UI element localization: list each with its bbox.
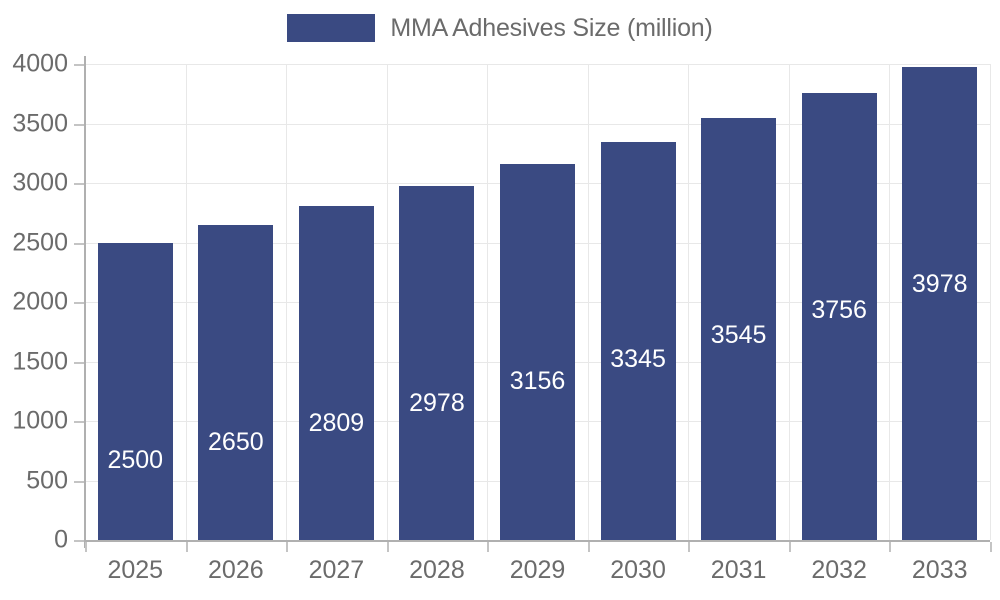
y-tick-label: 500 bbox=[26, 466, 68, 494]
x-tick-mark bbox=[286, 542, 289, 552]
bar-2027[interactable] bbox=[298, 205, 374, 540]
legend-label: MMA Adhesives Size (million) bbox=[390, 13, 713, 42]
bar-value-label: 3978 bbox=[911, 269, 968, 298]
bar-2029[interactable] bbox=[500, 164, 575, 540]
x-tick-mark bbox=[788, 542, 791, 552]
y-tick-mark bbox=[74, 361, 84, 364]
y-tick-mark bbox=[74, 183, 84, 185]
y-tick-mark bbox=[74, 64, 84, 66]
x-axis-baseline bbox=[85, 540, 990, 542]
gridline-vertical bbox=[788, 64, 790, 540]
x-tick-mark bbox=[688, 542, 691, 552]
bar-2025[interactable] bbox=[97, 242, 173, 540]
x-tick-label-2032: 2032 bbox=[811, 556, 867, 584]
x-tick-mark bbox=[85, 542, 87, 552]
bar-2028[interactable] bbox=[399, 185, 475, 540]
gridline-horizontal bbox=[85, 123, 990, 125]
bar-value-label: 3545 bbox=[710, 321, 767, 350]
x-tick-mark bbox=[990, 542, 992, 552]
gridline-vertical bbox=[286, 64, 288, 540]
y-tick-label: 0 bbox=[54, 525, 68, 554]
gridline-vertical bbox=[487, 64, 489, 540]
x-tick-label-2031: 2031 bbox=[710, 556, 767, 584]
y-tick-mark bbox=[74, 540, 84, 542]
y-tick-label: 1000 bbox=[12, 406, 68, 435]
gridline-vertical bbox=[185, 64, 187, 540]
y-tick-label: 4000 bbox=[12, 49, 68, 78]
x-tick-mark bbox=[587, 542, 590, 552]
y-tick-mark bbox=[74, 123, 84, 126]
y-tick-mark bbox=[74, 302, 84, 304]
y-tick-label: 3000 bbox=[12, 168, 68, 197]
bar-2030[interactable] bbox=[600, 141, 676, 540]
y-axis-spine bbox=[84, 56, 86, 548]
x-tick-label-2030: 2030 bbox=[610, 556, 666, 584]
x-tick-label-2033: 2033 bbox=[911, 556, 968, 584]
bar-2031[interactable] bbox=[701, 118, 777, 540]
x-tick-mark bbox=[889, 542, 892, 552]
x-tick-label-2027: 2027 bbox=[308, 556, 365, 584]
y-tick-label: 1500 bbox=[12, 347, 68, 375]
bar-2026[interactable] bbox=[198, 224, 274, 540]
x-tick-label-2026: 2026 bbox=[208, 556, 264, 584]
gridline-vertical bbox=[587, 64, 589, 540]
x-tick-mark bbox=[487, 542, 490, 552]
bar-value-label: 2978 bbox=[409, 388, 465, 417]
x-tick-mark bbox=[185, 542, 188, 552]
plot-area: 2500 2650 2809 2978 3156 3345 3545 3756 3978 bbox=[85, 64, 991, 541]
y-axis: 0 500 1000 1500 2000 2500 3000 3500 4000 bbox=[0, 0, 68, 600]
bar-value-label: 2650 bbox=[208, 427, 264, 456]
bar-2033[interactable] bbox=[902, 66, 978, 540]
gridline-vertical bbox=[889, 64, 891, 540]
y-tick-label: 3500 bbox=[12, 109, 68, 137]
bar-value-label: 3156 bbox=[509, 367, 566, 396]
bar-value-label: 2500 bbox=[107, 445, 164, 474]
gridline-horizontal bbox=[85, 64, 990, 65]
y-tick-mark bbox=[74, 480, 84, 483]
y-tick-mark bbox=[74, 242, 84, 245]
x-tick-label-2025: 2025 bbox=[107, 556, 164, 584]
gridline-vertical bbox=[990, 64, 991, 540]
gridline-vertical bbox=[386, 64, 388, 540]
x-tick-label-2028: 2028 bbox=[409, 556, 465, 584]
x-tick-mark bbox=[386, 542, 389, 552]
chart-legend: MMA Adhesives Size (million) bbox=[0, 0, 1000, 56]
x-tick-label-2029: 2029 bbox=[509, 556, 566, 584]
bar-value-label: 3345 bbox=[610, 344, 666, 373]
bar-value-label: 3756 bbox=[811, 296, 867, 325]
y-tick-label: 2000 bbox=[12, 287, 68, 316]
y-tick-label: 2500 bbox=[12, 228, 68, 256]
y-tick-mark bbox=[74, 421, 84, 423]
gridline-vertical bbox=[688, 64, 690, 540]
legend-swatch-icon bbox=[287, 14, 376, 42]
bar-2032[interactable] bbox=[801, 93, 877, 540]
bar-value-label: 2809 bbox=[308, 408, 365, 437]
